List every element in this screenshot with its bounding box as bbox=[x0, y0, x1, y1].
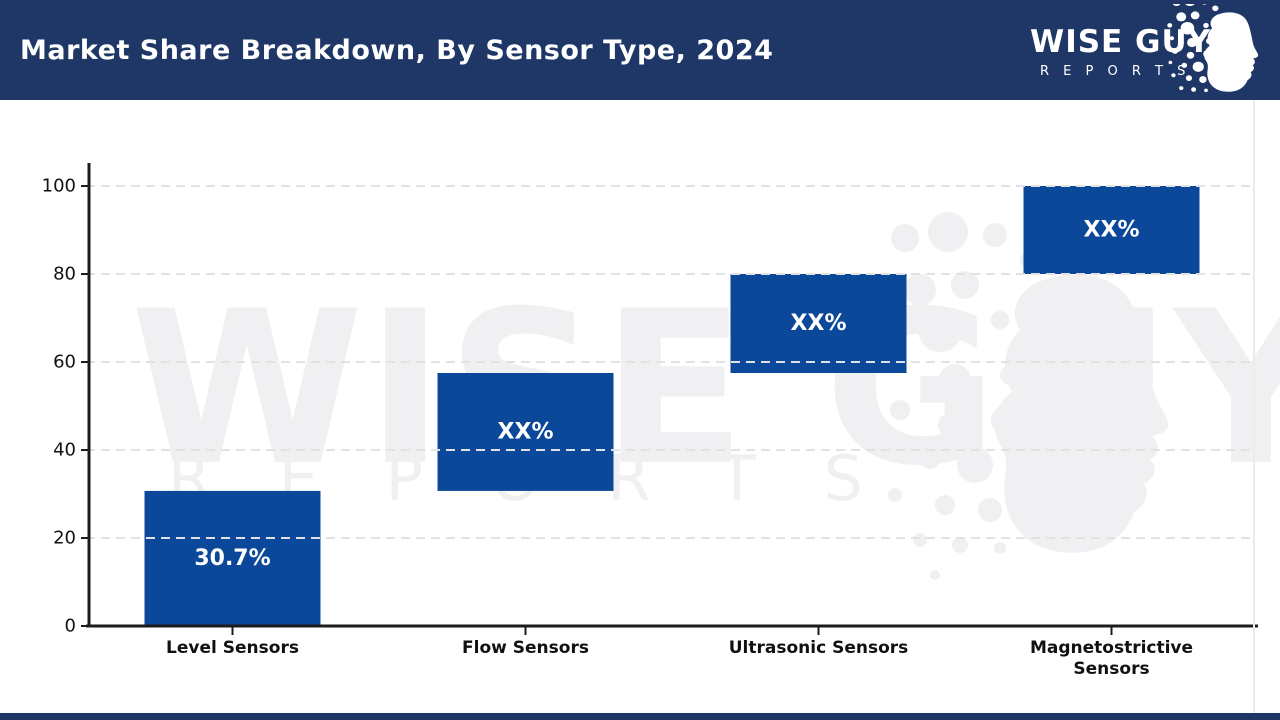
x-label-flow-sensors: Flow Sensors bbox=[462, 638, 589, 658]
bar-value-label-magnetostrictive-sensors: XX% bbox=[1084, 218, 1140, 243]
x-label-magnetostrictive-sensors: Magnetostrictive Sensors bbox=[1029, 638, 1194, 679]
logo-text-line2: R E P O R T S bbox=[1040, 64, 1190, 79]
y-tick-label-40: 40 bbox=[53, 440, 76, 461]
y-tick-label-100: 100 bbox=[42, 176, 76, 197]
x-label-ultrasonic-sensors: Ultrasonic Sensors bbox=[728, 638, 909, 658]
footer-bar bbox=[0, 713, 1280, 720]
chart-title: Market Share Breakdown, By Sensor Type, … bbox=[20, 34, 774, 66]
logo-text-line1: WISE GUY bbox=[1030, 24, 1211, 60]
bar-value-label-level-sensors: 30.7% bbox=[194, 546, 270, 571]
bar-ultrasonic-sensors bbox=[730, 274, 907, 373]
header-bar: Market Share Breakdown, By Sensor Type, … bbox=[0, 0, 1280, 100]
bar-magnetostrictive-sensors bbox=[1023, 186, 1200, 274]
bar-value-label-ultrasonic-sensors: XX% bbox=[791, 311, 847, 336]
bar-level-sensors bbox=[144, 490, 321, 626]
y-tick-label-20: 20 bbox=[53, 528, 76, 549]
bar-value-label-flow-sensors: XX% bbox=[498, 419, 554, 444]
y-tick-label-80: 80 bbox=[53, 264, 76, 285]
y-tick-label-60: 60 bbox=[53, 352, 76, 373]
bar-flow-sensors bbox=[437, 373, 614, 491]
watermark: WISE GUY R E P O R T S bbox=[130, 212, 1280, 580]
y-tick-label-0: 0 bbox=[65, 616, 76, 637]
wise-guy-logo: WISE GUY R E P O R T S bbox=[1030, 4, 1259, 96]
x-label-level-sensors: Level Sensors bbox=[166, 638, 299, 658]
right-border-line bbox=[1253, 100, 1255, 713]
